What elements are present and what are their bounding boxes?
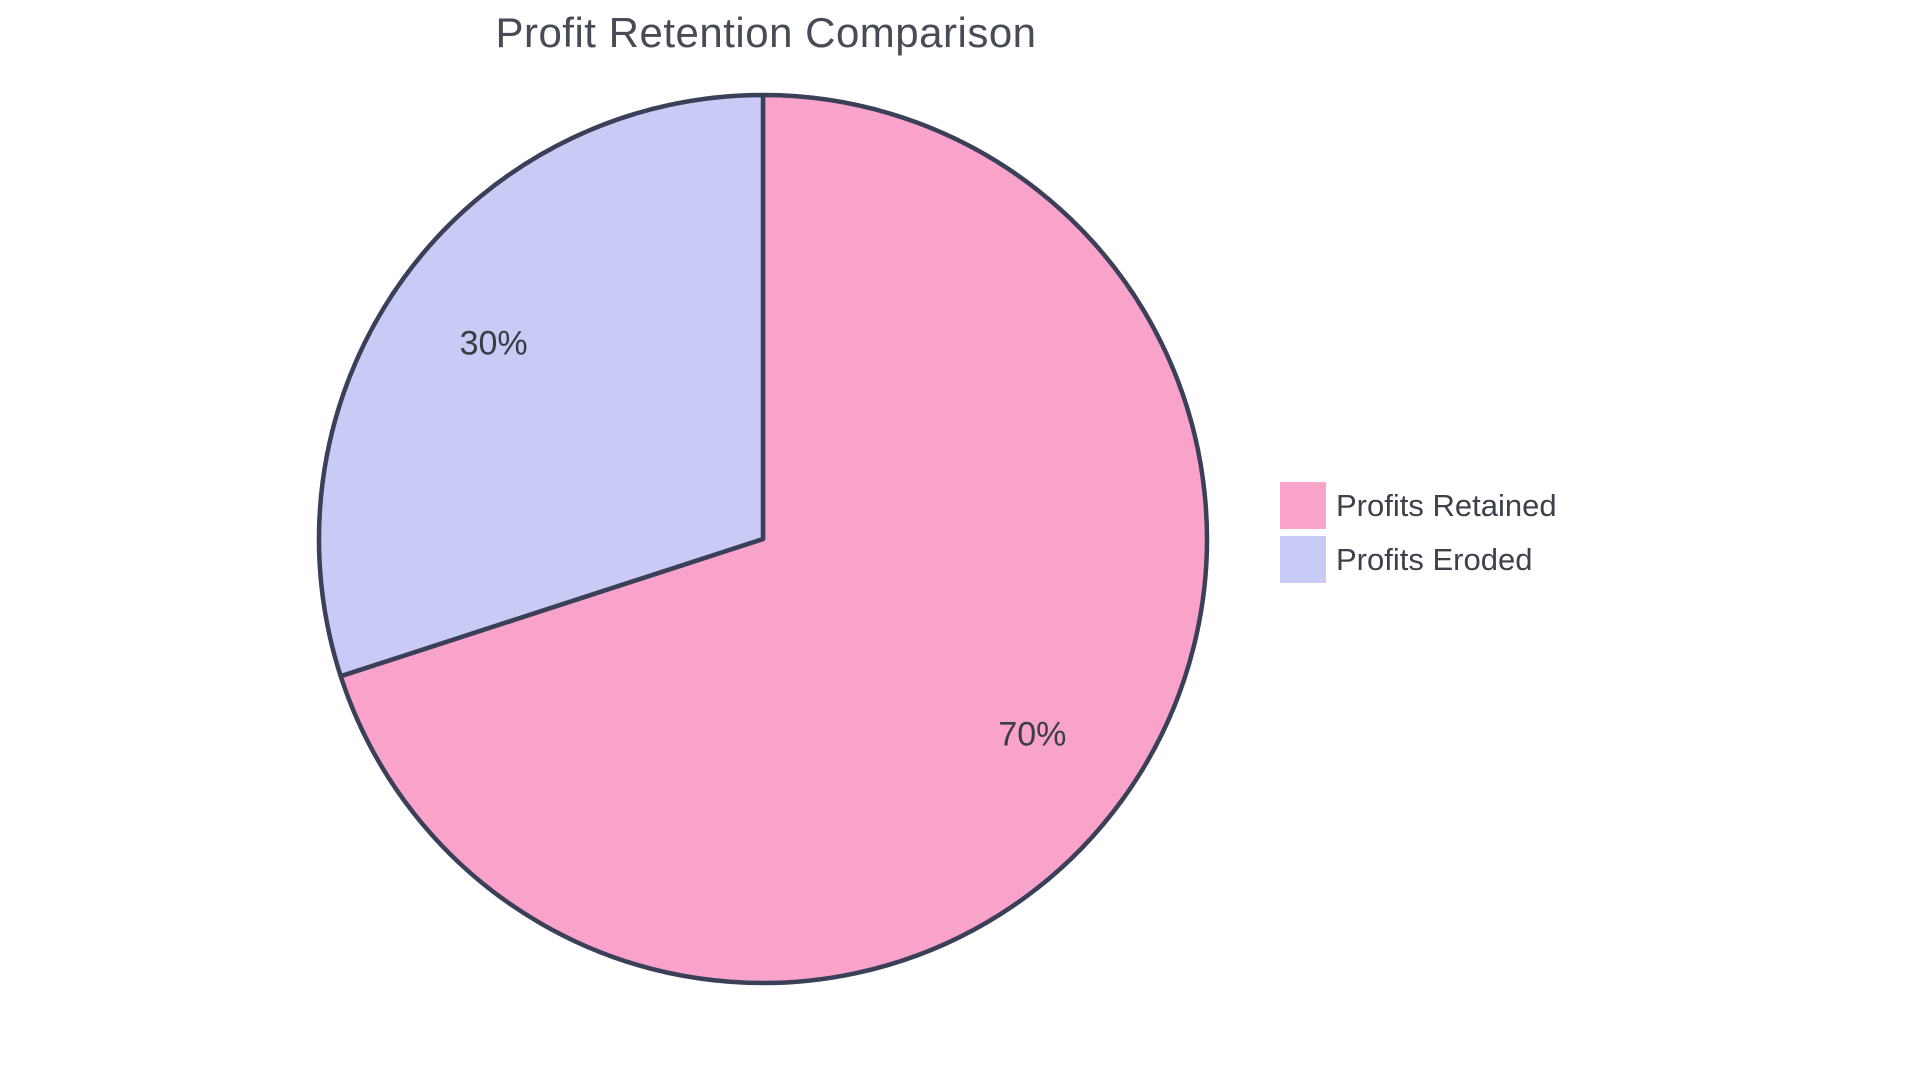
legend-swatch [1280,482,1326,529]
pie-slice-profits-retained[interactable] [338,92,1210,986]
pie-slice-profits-eroded[interactable] [316,92,766,679]
pie-labels-group: 70% 30% [460,324,1067,753]
legend-item-profits-retained[interactable]: Profits Retained [1280,482,1557,529]
slice-percent-label: 70% [998,716,1066,754]
pie-slices-group [316,92,1210,986]
slice-percent-label: 30% [460,324,528,362]
legend-label: Profits Eroded [1336,541,1533,577]
legend-item-profits-eroded[interactable]: Profits Eroded [1280,536,1557,583]
legend: Profits Retained Profits Eroded [1280,482,1557,583]
legend-label: Profits Retained [1336,487,1557,523]
chart-title: Profit Retention Comparison [495,9,1037,56]
legend-swatch [1280,536,1326,583]
